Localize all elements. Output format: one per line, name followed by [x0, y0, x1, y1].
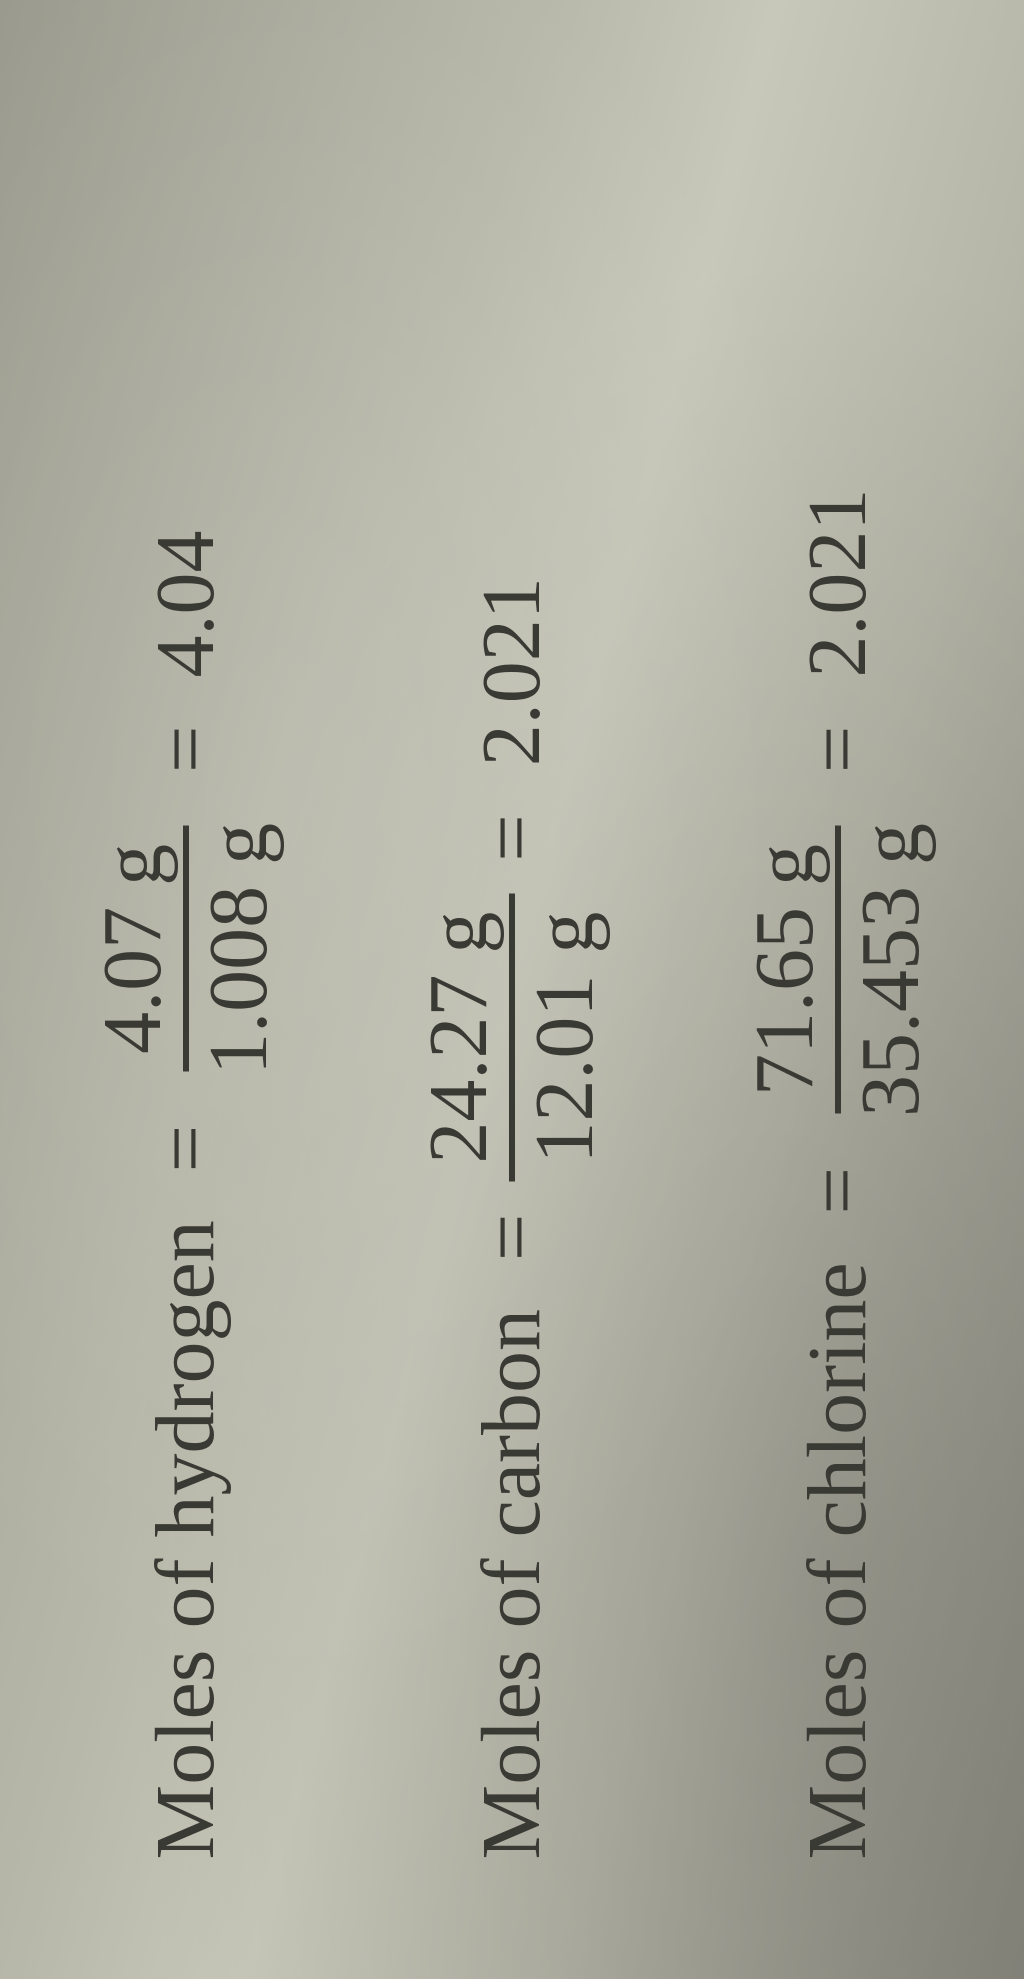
equals-sign: = — [796, 725, 880, 772]
equals-sign: = — [144, 725, 228, 772]
equation-line: Moles of carbon = 24.27 g 12.01 g = 2.02… — [409, 0, 615, 1859]
fraction-denominator: 12.01 g — [515, 893, 615, 1181]
equals-sign: = — [144, 1124, 228, 1171]
equation-label: Moles of chlorine — [796, 1262, 880, 1859]
page-content: Moles of hydrogen = 4.07 g 1.008 g = 4.0… — [0, 0, 1024, 1979]
equation-result: 2.021 — [796, 488, 880, 677]
equals-sign: = — [470, 814, 554, 861]
fraction-denominator: 35.453 g — [841, 804, 941, 1134]
fraction: 24.27 g 12.01 g — [409, 893, 615, 1181]
equation-line: Moles of hydrogen = 4.07 g 1.008 g = 4.0… — [83, 0, 289, 1859]
equation-result: 2.021 — [470, 577, 554, 766]
equation-label: Moles of carbon — [470, 1308, 554, 1859]
equals-sign: = — [470, 1213, 554, 1260]
fraction-numerator: 71.65 g — [735, 825, 841, 1113]
equals-sign: = — [796, 1166, 880, 1213]
equation-label: Moles of hydrogen — [144, 1220, 228, 1859]
fraction-numerator: 24.27 g — [409, 893, 515, 1181]
fraction: 4.07 g 1.008 g — [83, 804, 289, 1092]
fraction: 71.65 g 35.453 g — [735, 804, 941, 1134]
fraction-denominator: 1.008 g — [189, 804, 289, 1092]
equation-result: 4.04 — [144, 530, 228, 677]
equation-line: Moles of chlorine = 71.65 g 35.453 g = 2… — [735, 0, 941, 1859]
fraction-numerator: 4.07 g — [83, 825, 189, 1071]
